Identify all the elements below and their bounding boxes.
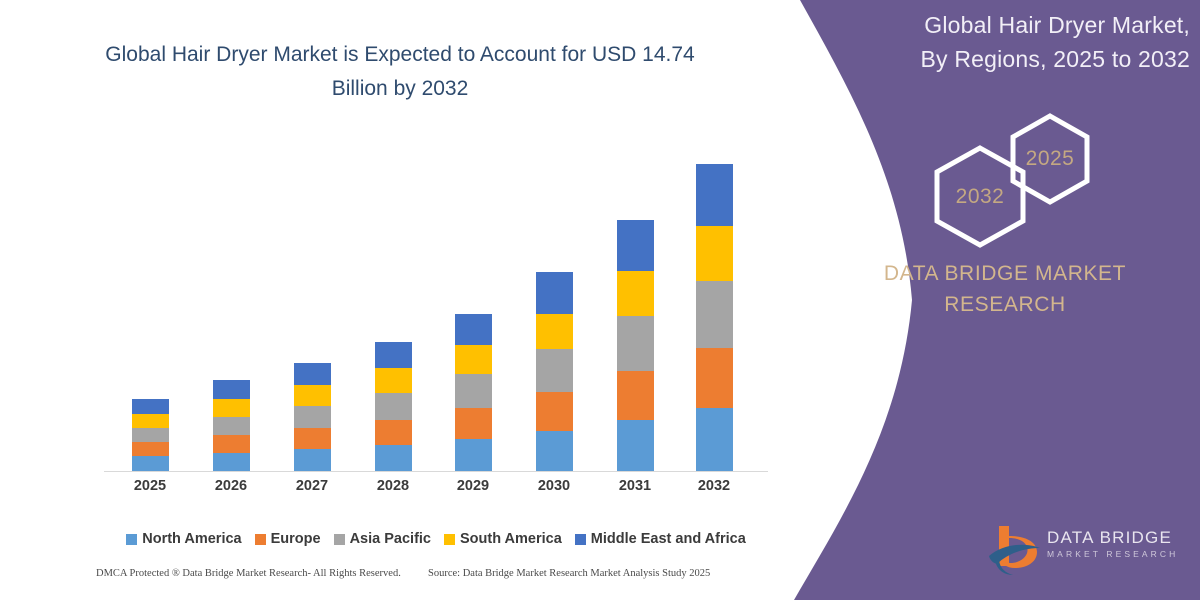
hexagon-2032: 2032: [932, 144, 1028, 249]
legend-label: Asia Pacific: [349, 531, 431, 547]
bar-segment-2025-north-america[interactable]: [132, 456, 169, 471]
bar-segment-2027-asia-pacific[interactable]: [294, 406, 331, 428]
logo-wordmark: DATA BRIDGE MARKET RESEARCH: [1047, 528, 1195, 561]
bar-segment-2026-asia-pacific[interactable]: [213, 417, 250, 435]
bar-segment-2026-north-america[interactable]: [213, 453, 250, 471]
brand-name: DATA BRIDGE MARKET RESEARCH: [883, 262, 1127, 316]
x-axis-label-2026: 2026: [214, 478, 248, 494]
bar-segment-2028-north-america[interactable]: [375, 445, 412, 471]
bar-segment-2026-middle-east-and-africa[interactable]: [213, 380, 250, 399]
bar-segment-2031-north-america[interactable]: [617, 420, 654, 471]
x-axis-label-2025: 2025: [133, 478, 167, 494]
logo-line-2: MARKET RESEARCH: [1047, 549, 1179, 559]
hexagon-2032-label: 2032: [955, 184, 1005, 208]
bar-segment-2031-south-america[interactable]: [617, 271, 654, 316]
bar-segment-2030-south-america[interactable]: [536, 314, 573, 349]
x-axis-label-2029: 2029: [456, 478, 490, 494]
legend-label: South America: [460, 531, 562, 547]
bar-2029[interactable]: [455, 314, 492, 471]
footer: DMCA Protected ® Data Bridge Market Rese…: [96, 568, 776, 584]
x-axis-line: [104, 471, 768, 472]
hexagon-2025: 2025: [1008, 112, 1092, 206]
x-axis-label-2032: 2032: [697, 478, 731, 494]
bar-segment-2028-middle-east-and-africa[interactable]: [375, 342, 412, 368]
hexagon-outline-icon: [934, 145, 1026, 248]
bar-segment-2031-europe[interactable]: [617, 371, 654, 420]
bar-segment-2031-middle-east-and-africa[interactable]: [617, 220, 654, 271]
bar-segment-2029-south-america[interactable]: [455, 345, 492, 374]
bar-segment-2029-north-america[interactable]: [455, 439, 492, 471]
legend-item-middle-east-and-africa[interactable]: Middle East and Africa: [574, 531, 746, 547]
legend-item-south-america[interactable]: South America: [444, 531, 562, 547]
bar-segment-2030-middle-east-and-africa[interactable]: [536, 272, 573, 314]
chart-title: Global Hair Dryer Market is Expected to …: [105, 43, 695, 100]
bar-2031[interactable]: [617, 220, 654, 471]
dmca-notice: DMCA Protected ® Data Bridge Market Rese…: [96, 568, 401, 579]
bar-segment-2027-north-america[interactable]: [294, 449, 331, 471]
bar-segment-2028-asia-pacific[interactable]: [375, 393, 412, 420]
bar-segment-2030-asia-pacific[interactable]: [536, 349, 573, 392]
bar-segment-2025-middle-east-and-africa[interactable]: [132, 399, 169, 414]
x-axis-label-2031: 2031: [618, 478, 652, 494]
source-note: Source: Data Bridge Market Research Mark…: [428, 568, 711, 579]
hexagon-outline-icon: [1010, 113, 1090, 205]
bar-segment-2029-europe[interactable]: [455, 408, 492, 439]
legend-label: Middle East and Africa: [590, 531, 746, 547]
legend-item-north-america[interactable]: North America: [126, 531, 242, 547]
bar-segment-2032-south-america[interactable]: [696, 226, 733, 281]
bar-2027[interactable]: [294, 363, 331, 471]
bar-segment-2032-middle-east-and-africa[interactable]: [696, 164, 733, 226]
panel-curved-background: [794, 0, 1200, 600]
bar-2032[interactable]: [696, 164, 733, 471]
bar-segment-2030-north-america[interactable]: [536, 431, 573, 471]
bar-segment-2029-middle-east-and-africa[interactable]: [455, 314, 492, 345]
legend-swatch-icon: [574, 533, 586, 545]
chart-legend: North America Europe Asia Pacific South Ame…: [104, 531, 768, 547]
side-panel-content: Global Hair Dryer Market, By Regions, 20…: [780, 0, 1200, 600]
logo-line-1: DATA BRIDGE: [1047, 528, 1172, 547]
data-bridge-logo-icon: [985, 522, 1047, 578]
side-panel: Global Hair Dryer Market, By Regions, 20…: [780, 0, 1200, 600]
bar-segment-2032-north-america[interactable]: [696, 408, 733, 471]
x-axis-labels: 2025 2026 2027 2028 2029 2030 2031 2032: [104, 478, 768, 500]
bar-segment-2025-europe[interactable]: [132, 442, 169, 456]
legend-label: Europe: [270, 531, 321, 547]
legend-swatch-icon: [444, 533, 455, 545]
legend-swatch-icon: [126, 533, 138, 545]
legend-item-asia-pacific[interactable]: Asia Pacific: [333, 531, 431, 547]
bar-segment-2026-europe[interactable]: [213, 435, 250, 453]
x-axis-label-2030: 2030: [537, 478, 571, 494]
bar-segment-2027-europe[interactable]: [294, 428, 331, 449]
company-logo: DATA BRIDGE MARKET RESEARCH: [985, 520, 1195, 580]
bar-segment-2030-europe[interactable]: [536, 392, 573, 431]
x-axis-label-2028: 2028: [376, 478, 410, 494]
x-axis-label-2027: 2027: [295, 478, 329, 494]
bar-segment-2031-asia-pacific[interactable]: [617, 316, 654, 371]
stacked-bar-chart-plot: [104, 140, 768, 472]
hexagon-2025-label: 2025: [1025, 147, 1075, 170]
legend-swatch-icon: [333, 533, 345, 545]
bar-segment-2032-europe[interactable]: [696, 348, 733, 408]
bar-2026[interactable]: [213, 380, 250, 471]
bar-2025[interactable]: [132, 399, 169, 471]
bar-2030[interactable]: [536, 272, 573, 471]
legend-swatch-icon: [254, 533, 266, 545]
bar-segment-2026-south-america[interactable]: [213, 399, 250, 417]
bar-segment-2025-south-america[interactable]: [132, 414, 169, 428]
bar-segment-2027-south-america[interactable]: [294, 385, 331, 406]
bar-segment-2028-south-america[interactable]: [375, 368, 412, 393]
legend-item-europe[interactable]: Europe: [254, 531, 321, 547]
hexagon-group: 2032 2025: [920, 112, 1120, 248]
bar-segment-2027-middle-east-and-africa[interactable]: [294, 363, 331, 385]
bar-segment-2028-europe[interactable]: [375, 420, 412, 445]
bar-segment-2032-asia-pacific[interactable]: [696, 281, 733, 348]
bar-segment-2025-asia-pacific[interactable]: [132, 428, 169, 442]
legend-label: North America: [142, 531, 242, 547]
side-panel-title: Global Hair Dryer Market, By Regions, 20…: [920, 12, 1190, 72]
bar-segment-2029-asia-pacific[interactable]: [455, 374, 492, 408]
bar-2028[interactable]: [375, 342, 412, 471]
